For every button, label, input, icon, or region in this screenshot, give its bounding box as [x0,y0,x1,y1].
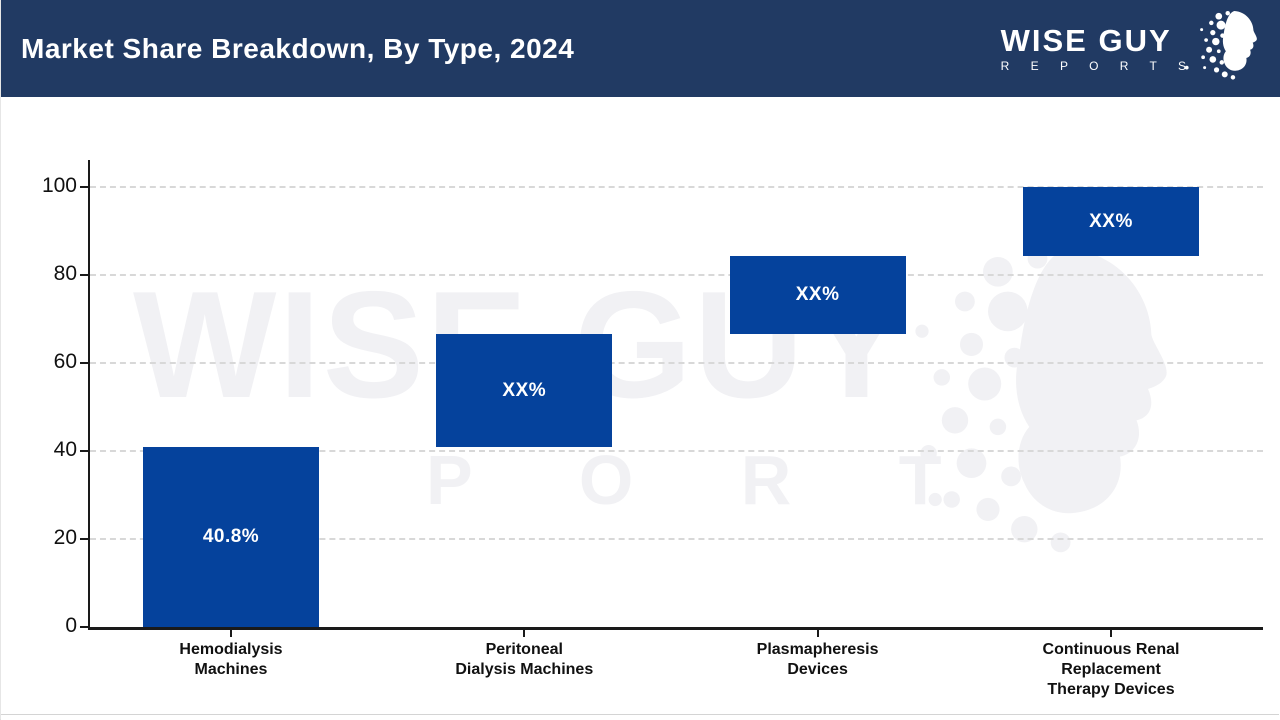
x-category-label-line: Dialysis Machines [455,661,594,678]
y-tick-label: 20 [53,526,77,549]
y-tick-label: 80 [53,262,77,285]
chart-area: WISE GUY P O R T S 0 20 40 60 80 100 40.8% XX% X… [1,97,1280,720]
x-category-label: Peritoneal Dialysis Machines [404,640,644,680]
x-category-label: Continuous Renal Replacement Therapy Devic… [991,640,1231,700]
header-banner: Market Share Breakdown, By Type, 2024 WI… [1,0,1280,97]
x-category-label: Hemodialysis Machines [111,640,351,680]
x-axis-tick [816,629,819,637]
y-axis-tick [80,626,89,628]
x-axis-tick [230,629,232,637]
bar-value-label: XX% [502,379,547,401]
watermark-face-icon [915,248,1167,553]
y-axis-tick [80,362,89,364]
x-category-label-line: Therapy Devices [1047,681,1175,698]
y-tick-label: 40 [53,438,77,461]
bar-value-label: 40.8% [202,526,260,548]
gridline [90,186,1263,188]
y-tick-label: 60 [53,350,77,373]
logo-wordmark: WISE GUY [1000,22,1172,58]
bar-segment: XX% [729,256,906,334]
x-category-label-line: Devices [787,661,848,678]
x-category-label: Plasmapheresis Devices [698,640,938,680]
x-category-label-line: Plasmapheresis [756,641,879,658]
bar-segment: XX% [436,333,613,448]
x-category-label-line: Machines [194,661,268,678]
bar-value-label: XX% [795,284,840,306]
y-axis-tick [80,538,89,540]
bar-value-label: XX% [1089,210,1133,232]
y-axis-line [88,160,90,628]
y-tick-label: 100 [41,174,77,197]
x-category-label-line: Continuous Renal [1042,641,1180,658]
logo-face-icon [1184,10,1257,80]
x-category-label-line: Replacement [1061,661,1161,678]
x-axis-line [88,627,1263,630]
wiseguy-logo: WISE GUY R E P O R T S [1001,8,1280,90]
gridline [90,274,1263,276]
gridline [90,362,1263,364]
logo-text: WISE GUY R E P O R T S [1001,25,1195,73]
x-axis-tick [1110,629,1112,637]
y-axis-tick [80,274,89,276]
gridline [90,450,1263,452]
logo-subtitle: R E P O R T S [1000,58,1195,73]
y-tick-label: 0 [65,614,77,637]
gridline [90,538,1263,540]
x-axis-tick [523,629,526,637]
y-axis-tick [80,450,89,452]
bar-segment: XX% [1023,187,1199,257]
x-category-label-line: Hemodialysis [179,641,283,658]
y-axis-tick [80,186,89,188]
page-title: Market Share Breakdown, By Type, 2024 [21,32,575,64]
x-category-label-line: Peritoneal [485,641,563,658]
bar-segment: 40.8% [143,447,319,627]
